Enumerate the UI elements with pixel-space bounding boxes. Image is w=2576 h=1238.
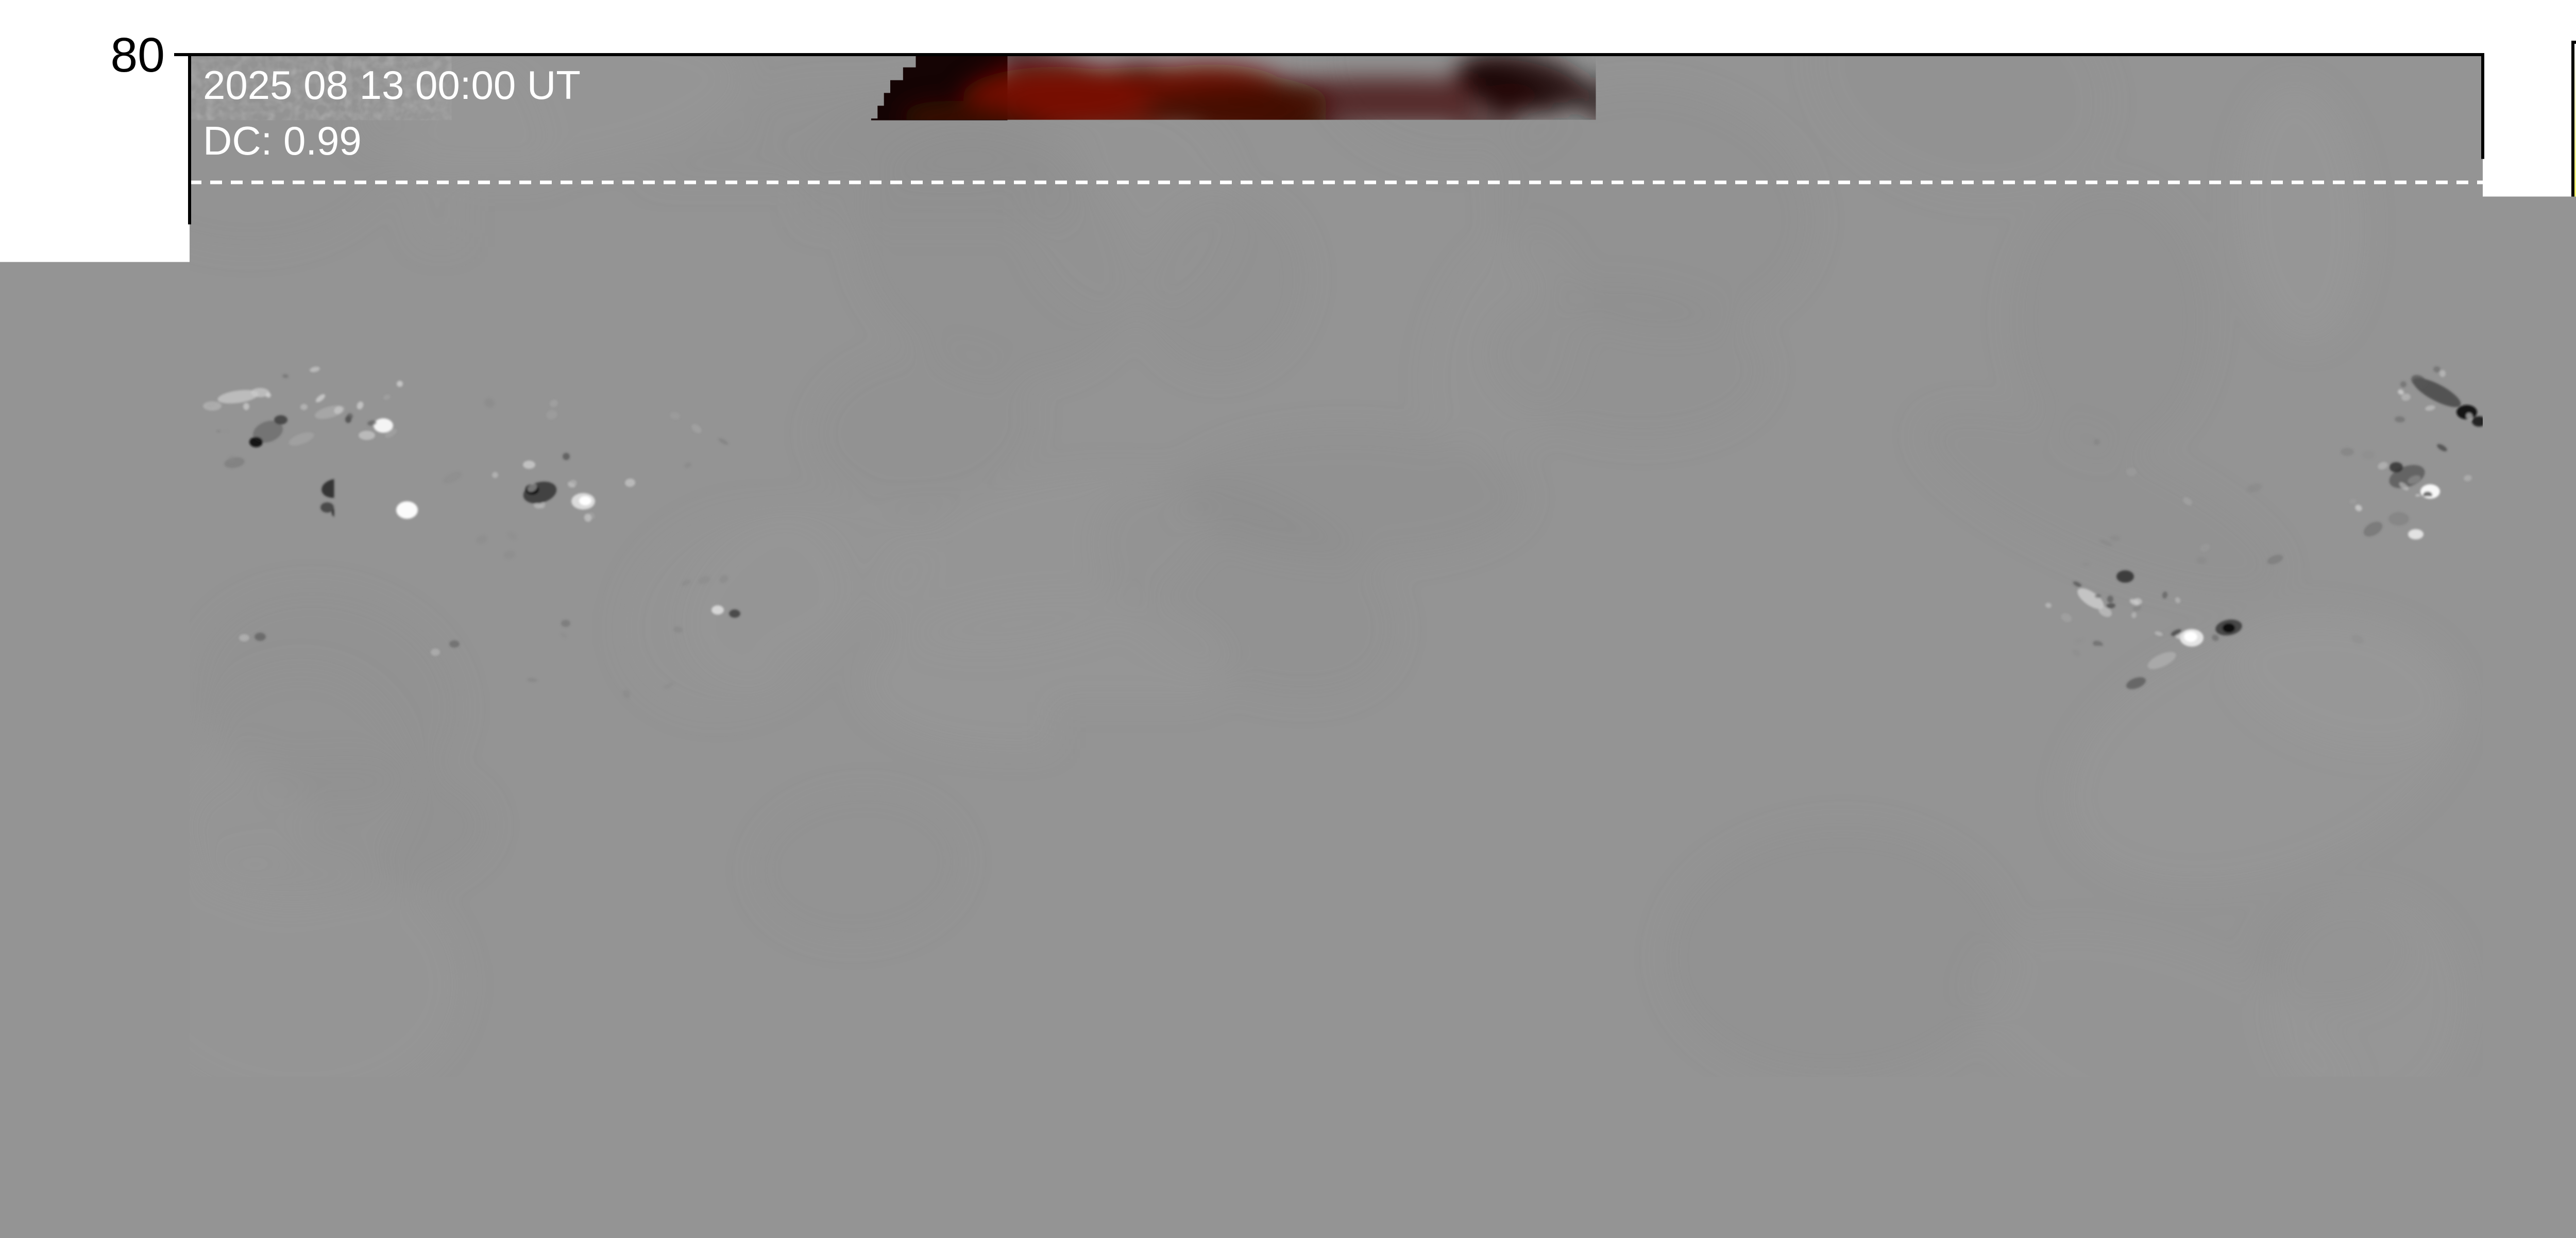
svg-text:NISP: NISP xyxy=(2343,983,2450,1043)
svg-text:0: 0 xyxy=(176,1099,204,1154)
svg-text:300: 300 xyxy=(2060,1099,2142,1154)
svg-text:120: 120 xyxy=(913,1099,995,1154)
svg-text:60: 60 xyxy=(545,1099,599,1154)
svg-text:Carrington Longitude: Carrington Longitude xyxy=(1091,1168,1582,1227)
svg-text:180: 180 xyxy=(1296,1099,1378,1154)
svg-text:DC: 0.99: DC: 0.99 xyxy=(203,118,362,163)
svg-text:-45: -45 xyxy=(94,826,165,881)
svg-text:2025 08 13 00:00 UT: 2025 08 13 00:00 UT xyxy=(203,62,581,108)
svg-text:80: 80 xyxy=(110,28,165,82)
svg-text:Latitude: Latitude xyxy=(6,475,65,662)
svg-text:360: 360 xyxy=(2442,1099,2524,1154)
svg-text:240: 240 xyxy=(1677,1099,1759,1154)
svg-text:Farside Magnetic Strength (Gau: Farside Magnetic Strength (Gauss) xyxy=(2480,166,2537,968)
svg-text:-80: -80 xyxy=(94,1050,165,1105)
svg-text:0: 0 xyxy=(138,539,165,593)
svg-text:45: 45 xyxy=(110,251,165,306)
